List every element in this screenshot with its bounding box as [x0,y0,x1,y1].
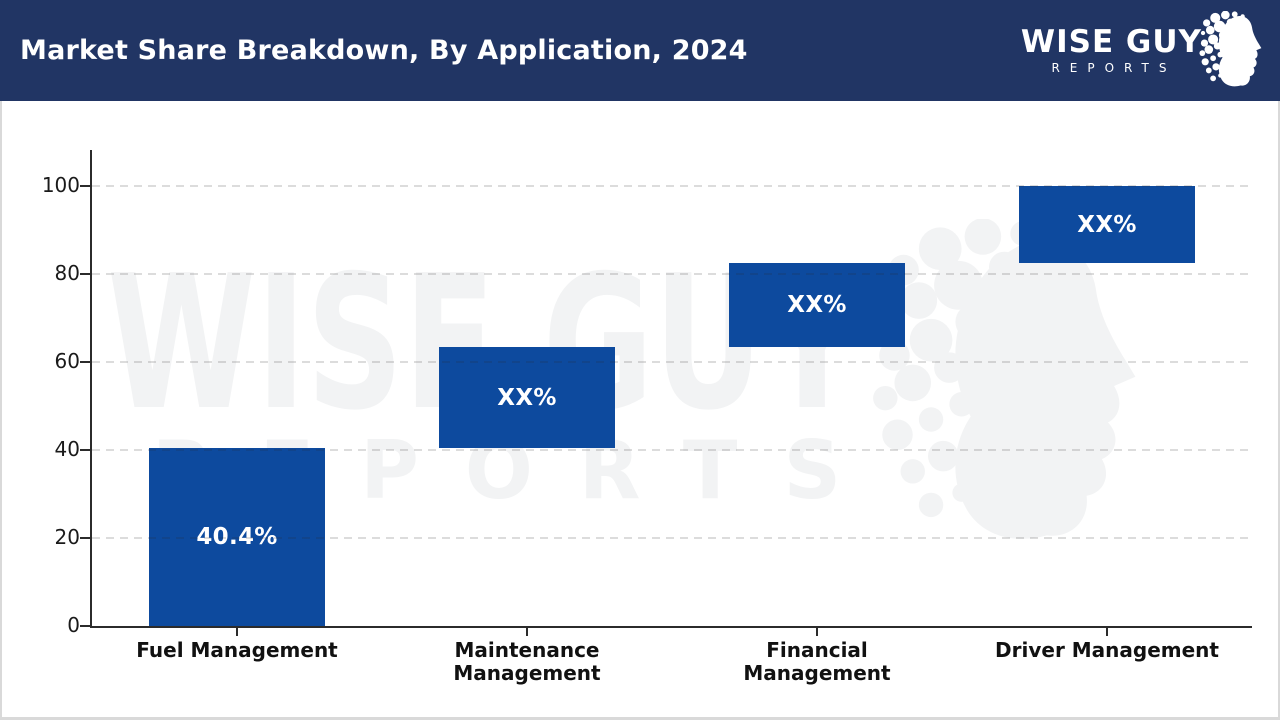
x-tick-mark [816,628,818,636]
bar-value-label: XX% [1077,211,1137,238]
bar-maintenance-management: XX% [439,347,615,449]
logo-text: WISE GUY REPORTS [1020,24,1202,75]
bar-value-label: 40.4% [196,524,278,551]
y-tick-mark [80,273,90,275]
y-tick-mark [80,361,90,363]
y-tick-mark [80,625,90,627]
x-tick-mark [526,628,528,636]
x-tick-mark [236,628,238,636]
y-tick-mark [80,185,90,187]
bar-driver-management: XX% [1019,186,1195,263]
y-tick-label: 60 [54,349,80,373]
y-tick-label: 40 [54,437,80,461]
x-category-label-driver-management: Driver Management [967,639,1247,662]
x-category-label-line: Management [743,661,891,685]
wise-guy-logo: WISE GUY REPORTS [1020,10,1270,91]
header-bar: Market Share Breakdown, By Application, … [0,0,1280,101]
gridline-60 [92,361,1252,363]
x-category-label-line: Driver Management [995,638,1219,662]
y-tick-label: 100 [41,173,80,197]
y-tick-mark [80,449,90,451]
x-category-label-line: Management [453,661,601,685]
x-category-label-line: Financial [766,638,868,662]
chart-title: Market Share Breakdown, By Application, … [20,35,748,66]
plot-area: 0 20 40 60 80 100 40.4% Fuel Management XX% Maint… [42,150,1252,685]
logo-head-icon [1199,10,1262,86]
x-category-label-line: Fuel Management [136,638,338,662]
logo-wiseguy-text: WISE GUY [1020,24,1202,60]
gridline-80 [92,273,1252,275]
x-category-label-line: Maintenance [454,638,600,662]
x-category-label-maintenance-management: Maintenance Management [387,639,667,685]
bar-financial-management: XX% [729,263,905,348]
chart-area: WISE GUY REPORTS 0 20 40 60 80 100 40.4% Fuel M… [0,101,1280,720]
bar-value-label: XX% [787,292,847,319]
x-tick-mark [1106,628,1108,636]
y-tick-mark [80,537,90,539]
bar-fuel-management: 40.4% [149,448,325,626]
logo-reports-text: REPORTS [1051,61,1177,75]
y-tick-label: 20 [54,525,80,549]
x-category-label-fuel-management: Fuel Management [97,639,377,662]
bar-value-label: XX% [497,384,557,411]
y-tick-label: 80 [54,261,80,285]
y-tick-label: 0 [67,613,80,637]
x-category-label-financial-management: Financial Management [677,639,957,685]
